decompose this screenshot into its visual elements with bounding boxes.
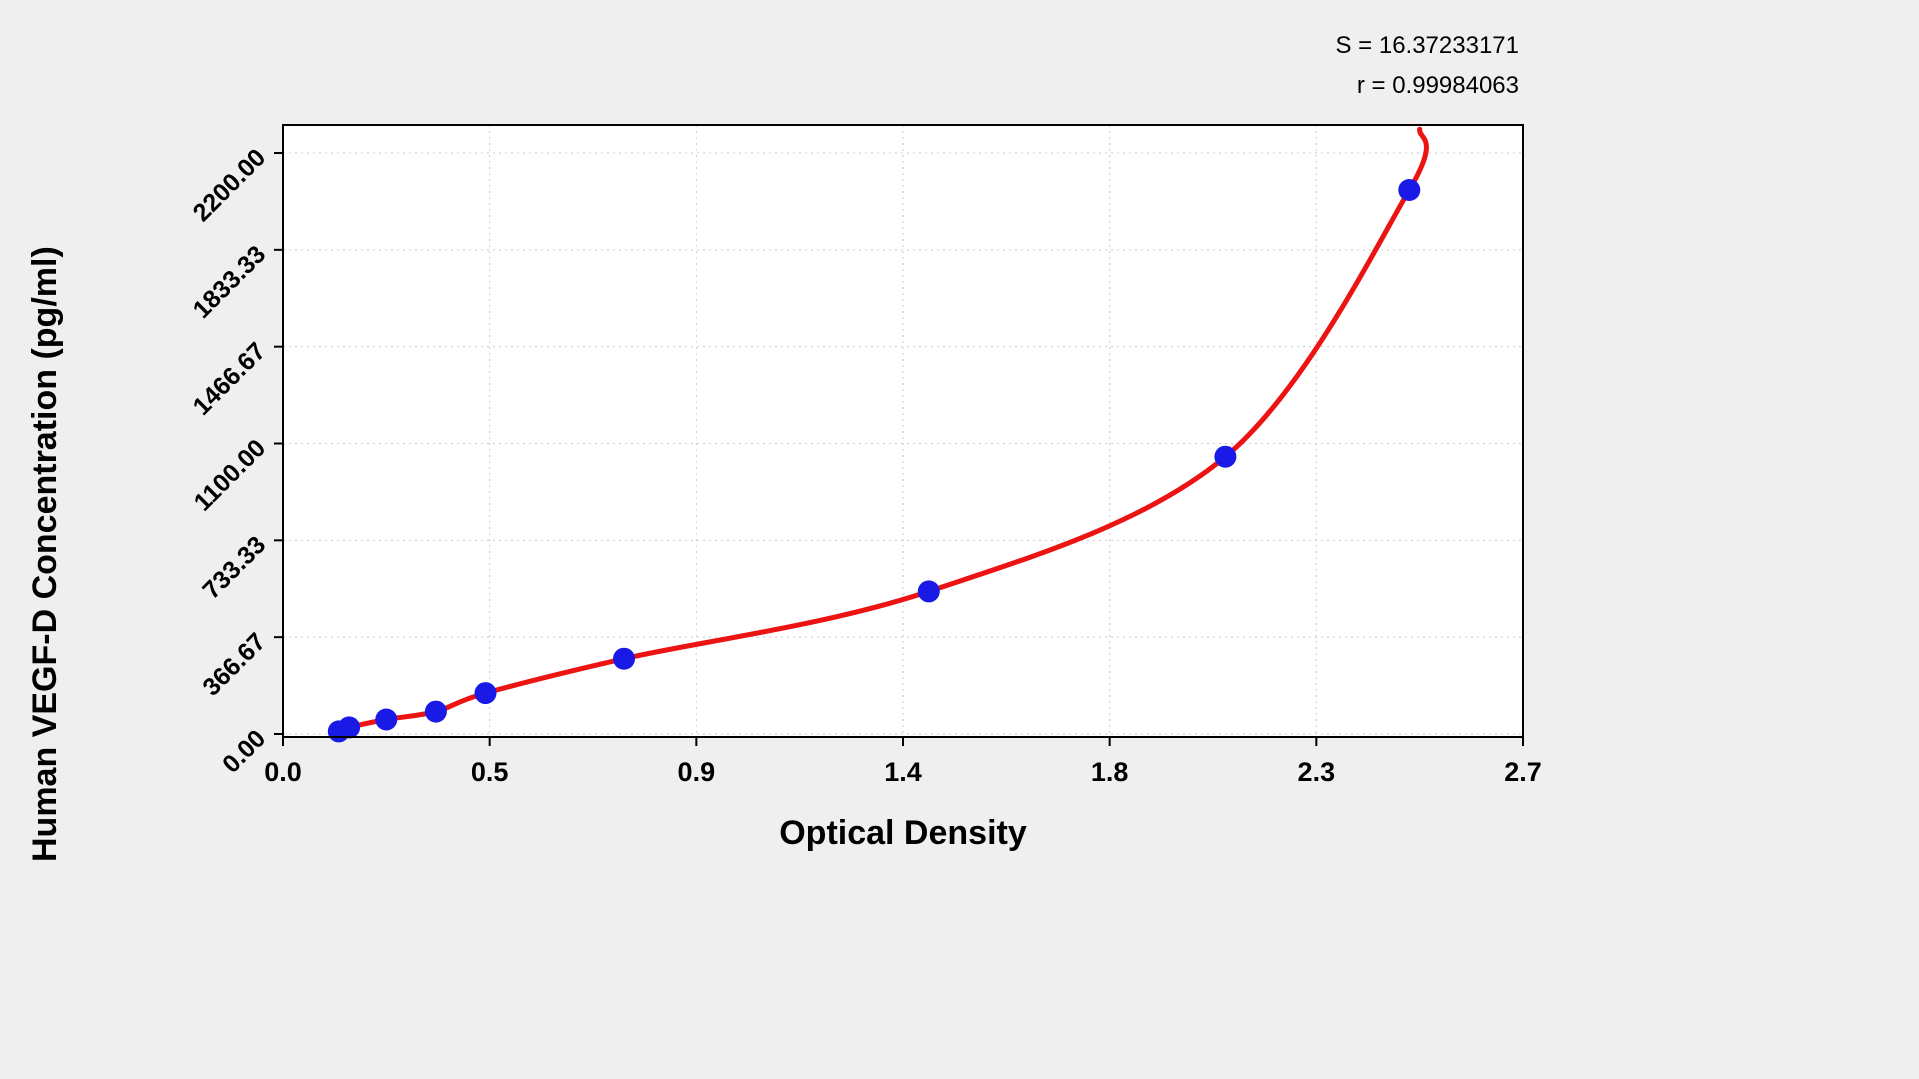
x-tick-label: 0.5: [471, 757, 509, 787]
y-tick-label: 366.67: [197, 628, 271, 702]
y-axis-title: Human VEGF-D Concentration (pg/ml): [26, 246, 64, 862]
s-value: S = 16.37233171: [1335, 32, 1519, 59]
x-tick-label: 0.9: [678, 757, 716, 787]
data-point: [917, 580, 940, 603]
data-point: [375, 708, 398, 731]
data-points: [327, 179, 1421, 743]
y-tick-label: 0.00: [217, 724, 271, 778]
data-point: [1214, 445, 1237, 468]
data-point: [613, 647, 635, 670]
data-point: [424, 700, 447, 723]
x-tick-label: 2.7: [1504, 757, 1542, 787]
r-value: r = 0.99984063: [1356, 72, 1519, 99]
y-tick-label: 1833.33: [188, 240, 272, 324]
x-axis-title: Optical Density: [779, 814, 1027, 852]
y-tick-label: 2200.00: [188, 143, 272, 227]
y-axis-ticks: 0.00 366.67 733.33 1100.00 1466.67 1833.33 220…: [188, 143, 283, 779]
fit-annotations: S = 16.37233171 r = 0.99984063: [1335, 26, 1519, 106]
x-tick-label: 2.3: [1298, 757, 1336, 787]
x-tick-label: 1.8: [1091, 757, 1129, 787]
y-tick-label: 1466.67: [188, 337, 272, 421]
x-tick-label: 1.4: [884, 757, 922, 787]
y-tick-label: 1100.00: [189, 434, 272, 517]
x-axis-ticks: 0.0 0.5 0.9 1.4 1.8 2.3 2.7: [264, 737, 1542, 787]
data-point: [474, 682, 497, 705]
data-point: [338, 716, 361, 739]
y-tick-label: 733.33: [197, 531, 271, 605]
x-tick-label: 0.0: [264, 757, 302, 787]
data-point: [1398, 179, 1421, 201]
